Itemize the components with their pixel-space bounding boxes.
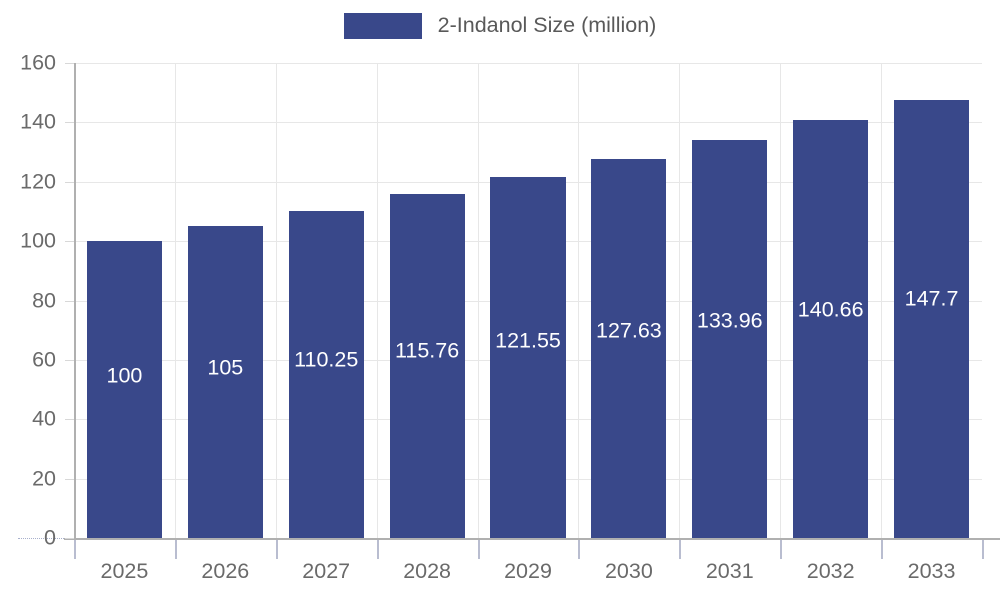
bar-value-label: 140.66 [797, 297, 864, 322]
bar[interactable] [490, 177, 566, 538]
y-tick-label: 140 [20, 109, 56, 134]
plot-area: 100 105 110.25 115.76 121.55 127.63 133.96 140.… [74, 63, 982, 539]
y-tick-label: 0 [44, 525, 56, 550]
bar[interactable] [86, 241, 163, 538]
y-tick-mark [65, 419, 74, 421]
bar[interactable] [591, 159, 667, 538]
x-gridline [881, 63, 883, 538]
x-tick-label: 2029 [504, 559, 552, 583]
bar[interactable] [187, 226, 263, 538]
x-tick-mark [881, 540, 884, 559]
bar[interactable] [893, 99, 970, 538]
x-axis-spine [64, 538, 1000, 540]
x-tick-mark [376, 540, 379, 559]
x-gridline [477, 63, 479, 538]
bar-value-label: 127.63 [595, 318, 662, 343]
x-gridline [578, 63, 580, 538]
y-tick-label: 20 [32, 465, 56, 490]
y-tick-mark [65, 359, 74, 361]
x-tick-mark [174, 540, 177, 559]
y-tick-mark [65, 63, 74, 64]
chart-legend: 2-Indanol Size (million) [0, 0, 1000, 52]
legend-item-2-indanol-size[interactable]: 2-Indanol Size (million) [343, 13, 657, 39]
x-tick-mark [679, 540, 682, 559]
x-tick-label: 2033 [907, 559, 956, 583]
bar-value-label: 121.55 [495, 328, 561, 353]
x-gridline [174, 63, 176, 538]
y-tick-label: 120 [20, 169, 56, 193]
y-gridline [74, 122, 982, 124]
y-tick-mark [65, 241, 74, 243]
bar-value-label: 115.76 [395, 337, 460, 362]
y-tick-mark [65, 122, 74, 124]
y-tick-label: 100 [20, 228, 56, 253]
y-tick-mark [65, 478, 74, 480]
x-tick-label: 2025 [100, 559, 149, 583]
y-tick-mark [65, 538, 74, 539]
y-tick-mark [65, 181, 74, 183]
bar-value-label: 147.7 [904, 286, 959, 311]
legend-swatch-icon [343, 13, 422, 39]
y-tick-label: 80 [32, 287, 56, 312]
x-gridline [275, 63, 277, 538]
bar[interactable] [692, 140, 768, 538]
x-tick-mark [780, 540, 783, 559]
bar-value-label: 100 [106, 363, 143, 388]
x-tick-label: 2028 [403, 559, 452, 583]
legend-label: 2-Indanol Size (million) [437, 13, 657, 38]
x-tick-label: 2032 [806, 559, 855, 583]
x-gridline [679, 63, 681, 538]
y-axis-spine [74, 63, 76, 548]
y-tick-label: 160 [20, 50, 56, 75]
x-tick-label: 2030 [604, 559, 653, 583]
x-tick-mark [477, 540, 480, 559]
bar-value-label: 110.25 [294, 346, 359, 371]
y-tick-label: 40 [32, 406, 56, 431]
x-tick-mark [74, 540, 76, 559]
x-tick-mark [578, 540, 581, 559]
y-gridline [74, 63, 982, 64]
bar[interactable] [793, 120, 869, 538]
x-tick-label: 2026 [201, 559, 250, 583]
x-gridline [780, 63, 782, 538]
origin-dotted-stub [18, 538, 64, 540]
bar-value-label: 105 [207, 355, 244, 380]
x-tick-mark [982, 540, 984, 559]
x-tick-label: 2027 [302, 559, 351, 583]
x-tick-label: 2031 [705, 559, 754, 583]
bar-value-label: 133.96 [696, 308, 763, 333]
y-tick-mark [65, 300, 74, 302]
x-tick-mark [275, 540, 278, 559]
bar[interactable] [389, 194, 465, 538]
bar[interactable] [288, 210, 364, 538]
x-gridline [376, 63, 378, 538]
y-tick-label: 60 [32, 347, 56, 372]
